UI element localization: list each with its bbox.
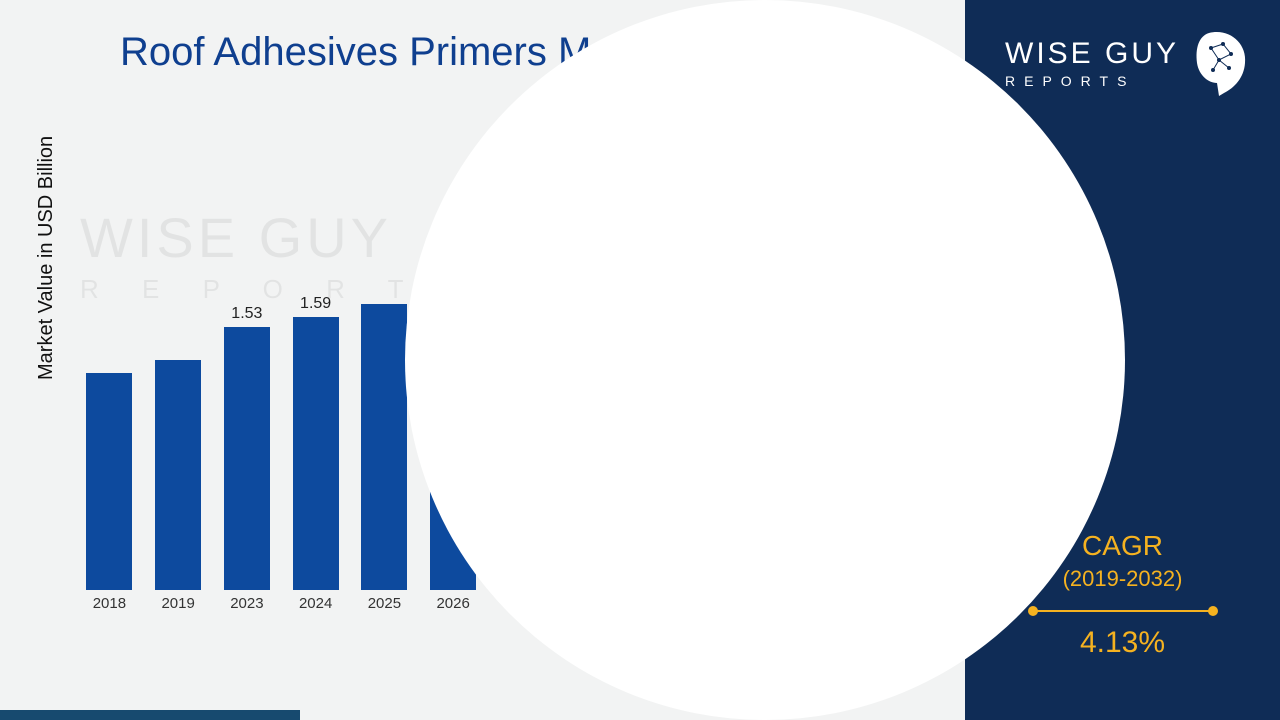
cagr-period: (2019-2032) [965, 566, 1280, 592]
x-tick-label: 2023 [213, 595, 282, 612]
bar-slot: 1.53 [213, 160, 282, 590]
brand-logo: WISE GUY REPORTS [1005, 28, 1249, 98]
bar [155, 360, 201, 590]
cagr-label: CAGR [965, 530, 1280, 562]
brand-logo-text: WISE GUY REPORTS [1005, 37, 1179, 89]
y-axis-label: Market Value in USD Billion [35, 136, 58, 380]
brand-name-line2: REPORTS [1005, 73, 1179, 89]
bar [293, 317, 339, 590]
bar-value-label: 1.53 [231, 305, 262, 323]
brain-head-icon [1189, 28, 1249, 98]
x-tick-label: 2025 [350, 595, 419, 612]
x-tick-label: 2024 [281, 595, 350, 612]
bar [361, 304, 407, 590]
bar [86, 373, 132, 590]
cagr-value: 4.13% [965, 626, 1280, 660]
x-tick-label: 2018 [75, 595, 144, 612]
x-tick-label: 2019 [144, 595, 213, 612]
bar-slot [75, 160, 144, 590]
bottom-accent-bar [0, 710, 300, 720]
bar-value-label: 1.59 [300, 295, 331, 313]
cagr-block: CAGR (2019-2032) 4.13% [965, 530, 1280, 660]
x-tick-label: 2026 [419, 595, 488, 612]
brand-name-line1: WISE GUY [1005, 37, 1179, 71]
bar-slot: 1.59 [281, 160, 350, 590]
cagr-divider [1033, 610, 1213, 612]
page-root: WISE GUYR E P O R T SWISE GUYR E P O R T… [0, 0, 1280, 720]
bar-slot [144, 160, 213, 590]
side-panel: WISE GUY REPORTS CAGR (2019-2032) 4.13% [965, 0, 1280, 720]
bar [224, 327, 270, 590]
